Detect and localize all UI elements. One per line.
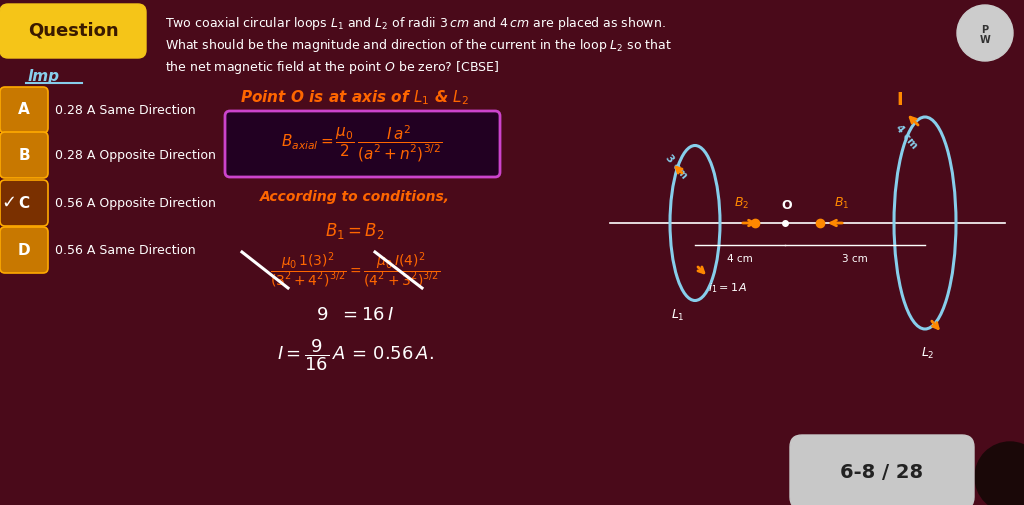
Text: According to conditions,: According to conditions, <box>260 190 450 204</box>
Text: O: O <box>781 199 793 212</box>
FancyBboxPatch shape <box>0 227 48 273</box>
Text: Point O is at axis of $L_1$ & $L_2$: Point O is at axis of $L_1$ & $L_2$ <box>241 89 470 108</box>
Text: What should be the magnitude and direction of the current in the loop $L_2$ so t: What should be the magnitude and directi… <box>165 36 672 54</box>
Text: 6-8 / 28: 6-8 / 28 <box>841 463 924 481</box>
Text: $\dfrac{\mu_0\,1(3)^2}{(3^2+4^2)^{3/2}} = \dfrac{\mu_0\,I(4)^2}{(4^2+3^2)^{3/2}}: $\dfrac{\mu_0\,1(3)^2}{(3^2+4^2)^{3/2}} … <box>270 250 440 290</box>
Text: 0.56 A Opposite Direction: 0.56 A Opposite Direction <box>55 196 216 210</box>
Circle shape <box>957 5 1013 61</box>
Text: $B_{axial} = \dfrac{\mu_0}{2}\,\dfrac{I\,a^2}{(a^2+n^2)^{3/2}}$: $B_{axial} = \dfrac{\mu_0}{2}\,\dfrac{I\… <box>282 124 442 164</box>
Text: Two coaxial circular loops $L_1$ and $L_2$ of radii $3\,cm$ and $4\,cm$ are plac: Two coaxial circular loops $L_1$ and $L_… <box>165 15 666 31</box>
Text: $B_1$: $B_1$ <box>835 196 850 211</box>
Text: $i_1 = 1\,A$: $i_1 = 1\,A$ <box>708 281 748 295</box>
Text: $L_2$: $L_2$ <box>922 345 935 361</box>
Text: $I = \dfrac{9}{16}\,A\,=\,0.56\,A.$: $I = \dfrac{9}{16}\,A\,=\,0.56\,A.$ <box>276 337 433 373</box>
Text: A: A <box>18 103 30 118</box>
Text: D: D <box>17 242 31 258</box>
Text: B: B <box>18 147 30 163</box>
Text: 0.28 A Opposite Direction: 0.28 A Opposite Direction <box>55 148 216 162</box>
Text: the net magnetic field at the point $O$ be zero? [CBSE]: the net magnetic field at the point $O$ … <box>165 59 500 76</box>
Text: $B_1 = B_2$: $B_1 = B_2$ <box>326 221 385 241</box>
Text: $9\ \ =16\,I$: $9\ \ =16\,I$ <box>316 306 394 324</box>
Circle shape <box>975 442 1024 505</box>
Text: 0.56 A Same Direction: 0.56 A Same Direction <box>55 243 196 257</box>
Text: 4 cm: 4 cm <box>893 123 919 151</box>
FancyBboxPatch shape <box>790 435 974 505</box>
FancyBboxPatch shape <box>0 87 48 133</box>
Text: $B_2$: $B_2$ <box>734 196 750 211</box>
FancyBboxPatch shape <box>225 111 500 177</box>
Text: 3 cm: 3 cm <box>664 153 689 181</box>
Text: P: P <box>981 25 988 35</box>
Text: Question: Question <box>28 22 119 40</box>
Text: W: W <box>980 35 990 45</box>
FancyBboxPatch shape <box>0 4 146 58</box>
Text: C: C <box>18 195 30 211</box>
Text: I: I <box>897 91 903 109</box>
Text: 0.28 A Same Direction: 0.28 A Same Direction <box>55 104 196 117</box>
Text: $L_1$: $L_1$ <box>671 308 685 323</box>
Text: 4 cm: 4 cm <box>727 254 753 264</box>
Text: ✓: ✓ <box>1 194 16 212</box>
Text: lmp: lmp <box>28 70 60 84</box>
Text: 3 cm: 3 cm <box>842 254 868 264</box>
FancyBboxPatch shape <box>0 180 48 226</box>
FancyBboxPatch shape <box>0 132 48 178</box>
